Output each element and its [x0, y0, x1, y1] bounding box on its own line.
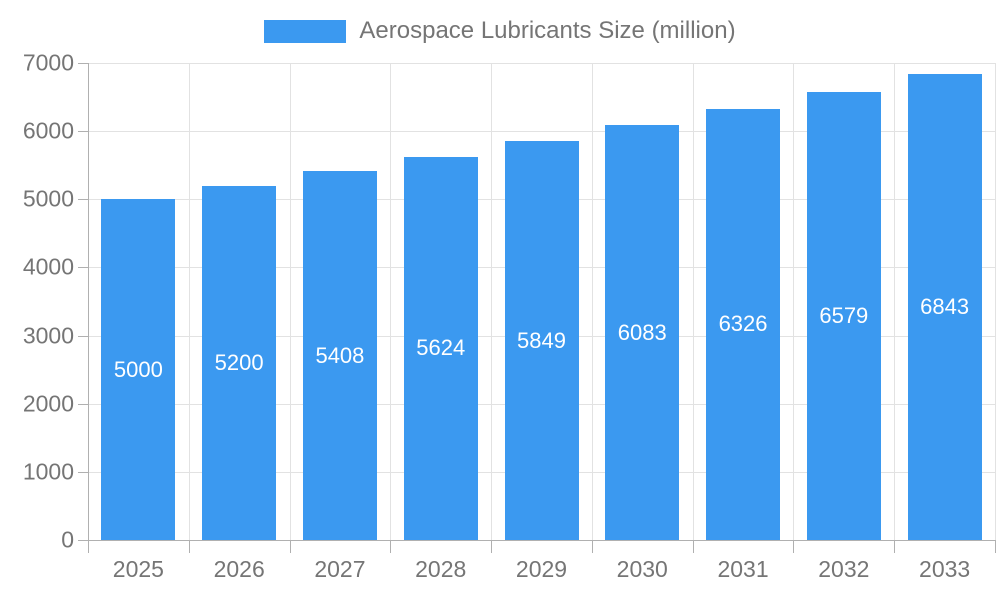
y-axis-tick	[78, 540, 88, 541]
y-axis-tick	[78, 267, 88, 269]
x-axis-line	[88, 540, 995, 541]
x-axis-label: 2033	[919, 556, 971, 582]
gridline-vertical	[591, 63, 593, 540]
gridline-vertical	[390, 63, 392, 540]
y-axis-tick	[78, 335, 88, 337]
legend-label: Aerospace Lubricants Size (million)	[359, 17, 736, 44]
legend: Aerospace Lubricants Size (million)	[0, 17, 1000, 45]
bar-value-label: 5408	[315, 342, 365, 368]
gridline-horizontal	[88, 131, 995, 133]
gridline-vertical	[692, 63, 694, 540]
y-axis-label: 3000	[22, 322, 74, 349]
bar-value-label: 6326	[718, 311, 768, 337]
x-axis-tick	[289, 540, 291, 553]
y-axis-tick	[78, 471, 88, 473]
bar[interactable]	[403, 156, 478, 540]
gridline-vertical	[491, 63, 493, 540]
bar-value-label: 6843	[920, 293, 970, 319]
y-axis-label: 4000	[22, 253, 74, 280]
gridline-vertical	[894, 63, 896, 540]
bar-value-label: 6579	[819, 302, 869, 328]
bar[interactable]	[706, 108, 781, 540]
y-axis-tick	[78, 403, 88, 405]
x-axis-tick	[793, 540, 795, 553]
y-axis-label: 2000	[22, 390, 74, 417]
y-axis-label: 0	[61, 526, 74, 553]
y-axis-line	[88, 63, 89, 540]
y-axis-label: 5000	[22, 185, 74, 212]
x-axis-label: 2025	[112, 556, 164, 582]
bar[interactable]	[202, 185, 277, 540]
bar[interactable]	[302, 171, 377, 540]
y-axis-label: 7000	[22, 49, 74, 76]
x-axis-tick	[894, 540, 896, 553]
x-axis-label: 2030	[616, 556, 668, 582]
gridline-vertical	[188, 63, 190, 540]
x-axis-label: 2029	[515, 556, 568, 582]
x-axis-tick	[188, 540, 190, 553]
x-axis-label: 2026	[213, 556, 265, 582]
gridline-horizontal	[88, 63, 995, 64]
bar-value-label: 5000	[113, 356, 163, 382]
x-axis-tick	[390, 540, 392, 553]
y-axis-tick	[78, 199, 88, 201]
bar-value-label: 5849	[517, 327, 566, 353]
x-axis-label: 2027	[314, 556, 366, 582]
bar-value-label: 6083	[617, 319, 667, 345]
x-axis-tick	[491, 540, 493, 553]
bar[interactable]	[806, 91, 881, 540]
x-axis-tick	[995, 540, 996, 553]
x-axis-label: 2032	[818, 556, 870, 582]
gridline-vertical	[289, 63, 291, 540]
bar[interactable]	[101, 199, 176, 540]
x-axis-tick	[88, 540, 89, 553]
gridline-vertical	[995, 63, 996, 540]
x-axis-tick	[692, 540, 694, 553]
gridline-vertical	[793, 63, 795, 540]
x-axis-tick	[591, 540, 593, 553]
y-axis-label: 1000	[22, 458, 74, 485]
y-axis-tick	[78, 131, 88, 133]
legend-item[interactable]: Aerospace Lubricants Size (million)	[264, 17, 736, 45]
bar[interactable]	[907, 73, 982, 540]
y-axis-label: 6000	[22, 117, 74, 144]
x-axis-label: 2031	[717, 556, 769, 582]
legend-swatch	[264, 19, 347, 43]
x-axis-label: 2028	[415, 556, 467, 582]
bar[interactable]	[504, 141, 579, 540]
bar[interactable]	[605, 125, 680, 540]
y-axis-tick	[78, 63, 88, 64]
bar-value-label: 5200	[214, 349, 264, 375]
bar-value-label: 5624	[416, 335, 466, 361]
